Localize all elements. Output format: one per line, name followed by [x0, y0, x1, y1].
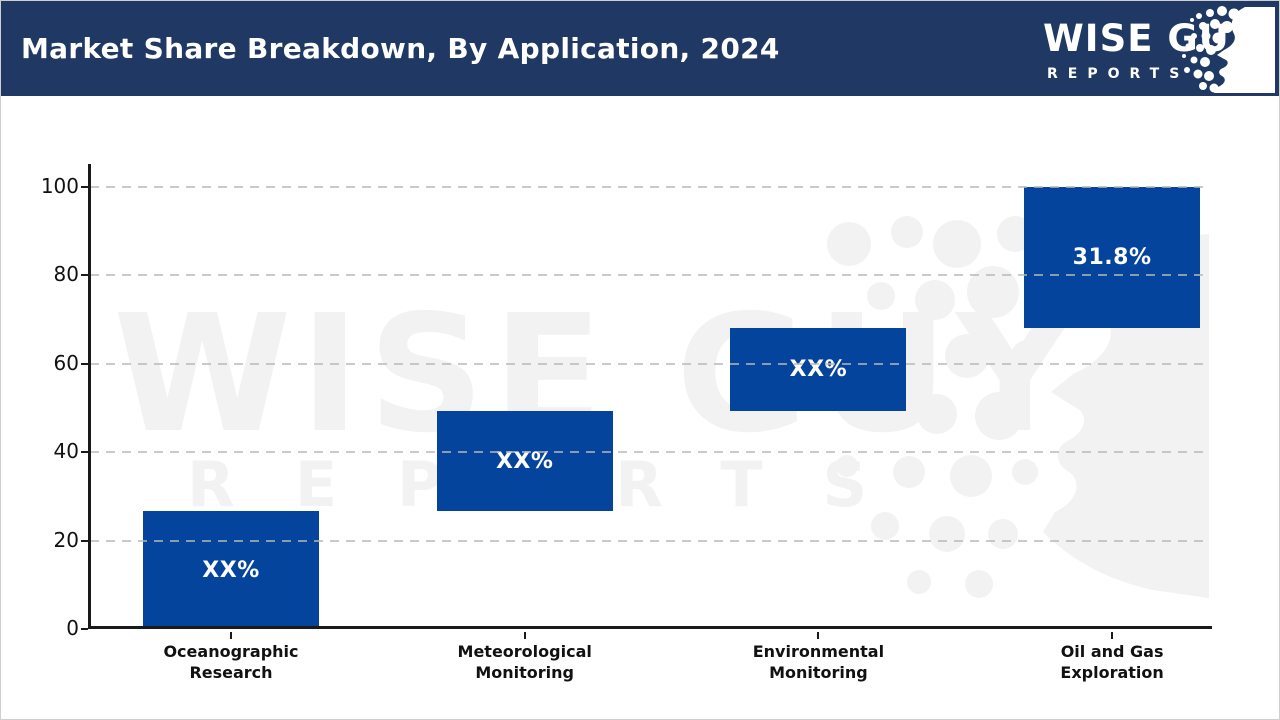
gridline [90, 186, 1210, 188]
y-tick-label: 60 [53, 350, 79, 375]
bar-segment: 31.8% [1024, 187, 1201, 328]
x-axis-spine [88, 626, 1212, 629]
x-tick-label: Oil and Gas Exploration [1060, 642, 1164, 682]
bar-segment: XX% [436, 410, 613, 512]
x-tick-label: Oceanographic Research [163, 642, 299, 682]
y-axis-labels: 0 20 40 60 80 100 [1, 166, 79, 640]
y-axis-spine [88, 164, 91, 629]
y-tick-mark [81, 539, 88, 542]
bar-segment: XX% [143, 511, 319, 629]
bar-value-label: 31.8% [1072, 244, 1152, 270]
y-tick-label: 20 [53, 527, 79, 552]
y-tick-mark [81, 451, 88, 454]
y-tick-mark [81, 274, 88, 277]
y-tick-label: 0 [66, 616, 79, 640]
gridline [90, 451, 1210, 454]
y-tick-mark [81, 362, 88, 365]
gridline [90, 539, 1210, 542]
bar-value-label: XX% [202, 557, 260, 583]
x-tick-mark [817, 632, 820, 639]
y-tick-mark [81, 186, 88, 188]
x-tick-mark [230, 632, 232, 639]
x-axis-labels: Oceanographic Research Meteorological Mon… [90, 641, 1210, 711]
x-tick-mark [1111, 632, 1114, 639]
gridline [90, 274, 1210, 277]
y-tick-label: 100 [40, 174, 79, 198]
bar-value-label: XX% [789, 356, 848, 382]
x-tick-label: Meteorological Monitoring [457, 642, 592, 682]
wise-guy-reports-logo: WISE GUY REPORTS [1043, 6, 1275, 93]
y-tick-label: 40 [53, 439, 79, 464]
gridline [90, 362, 1210, 365]
x-tick-label: Environmental Monitoring [752, 642, 885, 682]
plot-area: XX% XX% XX% 31.8% [81, 166, 1210, 639]
header: Market Share Breakdown, By Application, … [1, 1, 1279, 96]
logo-face-icon [1182, 6, 1275, 93]
y-tick-label: 80 [53, 262, 79, 287]
page-title: Market Share Breakdown, By Application, … [21, 32, 780, 65]
logo-subtext: REPORTS [1047, 66, 1189, 82]
y-tick-mark [81, 628, 88, 630]
bar-segment: XX% [730, 327, 907, 411]
x-tick-mark [523, 632, 526, 639]
